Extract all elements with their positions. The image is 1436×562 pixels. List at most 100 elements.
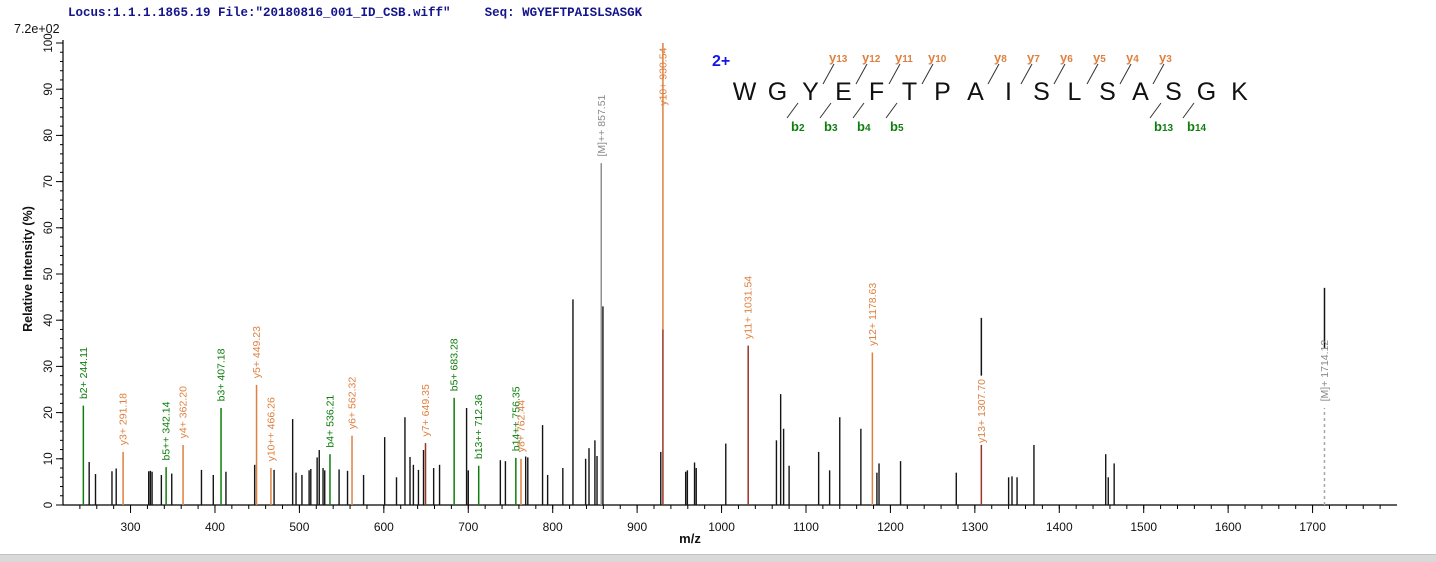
y-tick-label: 10: [43, 452, 55, 465]
peak-label: y12+ 1178.63: [867, 283, 879, 346]
y-tick-label: 90: [43, 83, 55, 96]
x-axis-title: m/z: [679, 531, 701, 546]
y-ion-slash: [888, 63, 901, 85]
residue-letter: Y: [802, 78, 819, 106]
residue-letter: L: [1068, 78, 1082, 106]
x-tick-label: 500: [289, 520, 309, 534]
residue-letter: G: [768, 78, 787, 106]
peak-label: b4+ 536.21: [324, 395, 336, 448]
x-tick-label: 1500: [1130, 520, 1157, 534]
peak-label: y5+ 449.23: [251, 326, 263, 378]
precursor-charge-label: 2+: [712, 53, 730, 70]
b-ion-slash: [819, 102, 832, 119]
y-ion-slash: [1053, 63, 1066, 85]
x-tick-label: 1300: [961, 520, 988, 534]
peak-label: y10+ 930.54: [657, 47, 669, 105]
residue-letter: F: [869, 78, 884, 106]
y-ion-slash: [1152, 63, 1165, 85]
x-tick-label: 1600: [1215, 520, 1242, 534]
y12-ion-marker-label: y12: [862, 50, 881, 65]
window-bottom-edge: [0, 554, 1436, 562]
x-tick-label: 600: [374, 520, 394, 534]
peak-label: y7+ 649.35: [420, 384, 432, 436]
b13-ion-marker-label: b13: [1154, 119, 1174, 134]
peak-label: b5++ 342.14: [161, 401, 173, 460]
y-tick-label: 0: [43, 502, 55, 508]
y-ion-slash: [855, 63, 868, 85]
x-tick-label: 1700: [1299, 520, 1326, 534]
y-tick-label: 80: [43, 129, 55, 142]
y-ion-slash: [1119, 63, 1132, 85]
residue-letter: P: [934, 78, 951, 106]
y13-ion-marker-label: y13: [829, 50, 848, 65]
y-tick-label: 30: [43, 360, 55, 373]
b2-ion-marker-label: b2: [791, 119, 805, 134]
y11-ion-marker-label: y11: [895, 50, 913, 65]
sequence-label: Seq: WGYEFTPAISLSASGK: [484, 6, 643, 20]
y6-ion-marker-label: y6: [1060, 50, 1073, 65]
y-ion-slash: [987, 63, 1000, 85]
residue-letter: E: [835, 78, 852, 106]
x-tick-label: 300: [121, 520, 141, 534]
residue-letter: A: [967, 78, 984, 106]
peak-label: b2+ 244.11: [78, 347, 90, 399]
y-ion-slash: [822, 63, 835, 85]
x-tick-label: 700: [458, 520, 478, 534]
peak-label: y4+ 362.20: [178, 386, 190, 438]
y10-ion-marker-label: y10: [928, 50, 947, 65]
peak-label: y3+ 291.18: [118, 393, 130, 445]
x-tick-label: 1000: [708, 520, 735, 534]
peak-label: [M]+ 1714.12: [1319, 340, 1331, 402]
x-tick-label: 1100: [793, 520, 819, 534]
y-tick-label: 60: [43, 221, 55, 234]
residue-letter: S: [1165, 78, 1182, 106]
peak-label: b5+ 683.28: [449, 338, 461, 391]
y-tick-label: 100: [43, 33, 55, 52]
y-ion-slash: [921, 63, 934, 85]
residue-letter: I: [1005, 78, 1012, 106]
peak-label: [M]++ 857.51: [596, 94, 608, 156]
x-tick-label: 1200: [877, 520, 904, 534]
y4-ion-marker-label: y4: [1126, 50, 1139, 65]
b-ion-slash: [1182, 102, 1195, 119]
x-tick-label: 400: [205, 520, 225, 534]
y-tick-label: 40: [43, 314, 55, 327]
locus-file-label: Locus:1.1.1.1865.19 File:"20180816_001_I…: [68, 6, 451, 20]
b-ion-slash: [885, 102, 898, 119]
residue-letter: S: [1033, 78, 1050, 106]
peak-label: y6+ 562.32: [347, 377, 359, 429]
y-axis-title: Relative Intensity (%): [21, 206, 35, 332]
peak-label: y8+ 762.44: [515, 400, 527, 452]
residue-letter: A: [1132, 78, 1149, 106]
b4-ion-marker-label: b4: [857, 119, 871, 134]
b14-ion-marker-label: b14: [1187, 119, 1207, 134]
y-tick-label: 20: [43, 406, 55, 419]
residue-letter: T: [902, 78, 917, 106]
peak-label: y10++ 466.26: [265, 397, 277, 461]
peak-label: b3+ 407.18: [216, 348, 228, 401]
y-ion-slash: [1020, 63, 1033, 85]
y-tick-label: 50: [43, 268, 55, 281]
b5-ion-marker-label: b5: [890, 119, 904, 134]
peak-label: y11+ 1031.54: [743, 276, 755, 339]
peak-label: b14++ 756.35: [510, 386, 522, 451]
peak-label: y13+ 1307.70: [976, 379, 988, 443]
b-ion-slash: [786, 102, 799, 119]
b-ion-slash: [1149, 102, 1162, 119]
residue-letter: W: [733, 78, 757, 106]
peak-label: b13++ 712.36: [473, 394, 485, 459]
x-tick-label: 800: [543, 520, 563, 534]
y3-ion-marker-label: y3: [1159, 50, 1172, 65]
residue-letter: G: [1197, 78, 1216, 106]
b3-ion-marker-label: b3: [824, 119, 838, 134]
residue-letter: K: [1231, 78, 1248, 106]
x-tick-label: 900: [627, 520, 647, 534]
header-bar: Locus:1.1.1.1865.19 File:"20180816_001_I…: [68, 6, 642, 20]
y-ion-slash: [1086, 63, 1099, 85]
y8-ion-marker-label: y8: [994, 50, 1007, 65]
y7-ion-marker-label: y7: [1027, 50, 1040, 65]
y5-ion-marker-label: y5: [1093, 50, 1106, 65]
residue-letter: S: [1099, 78, 1116, 106]
